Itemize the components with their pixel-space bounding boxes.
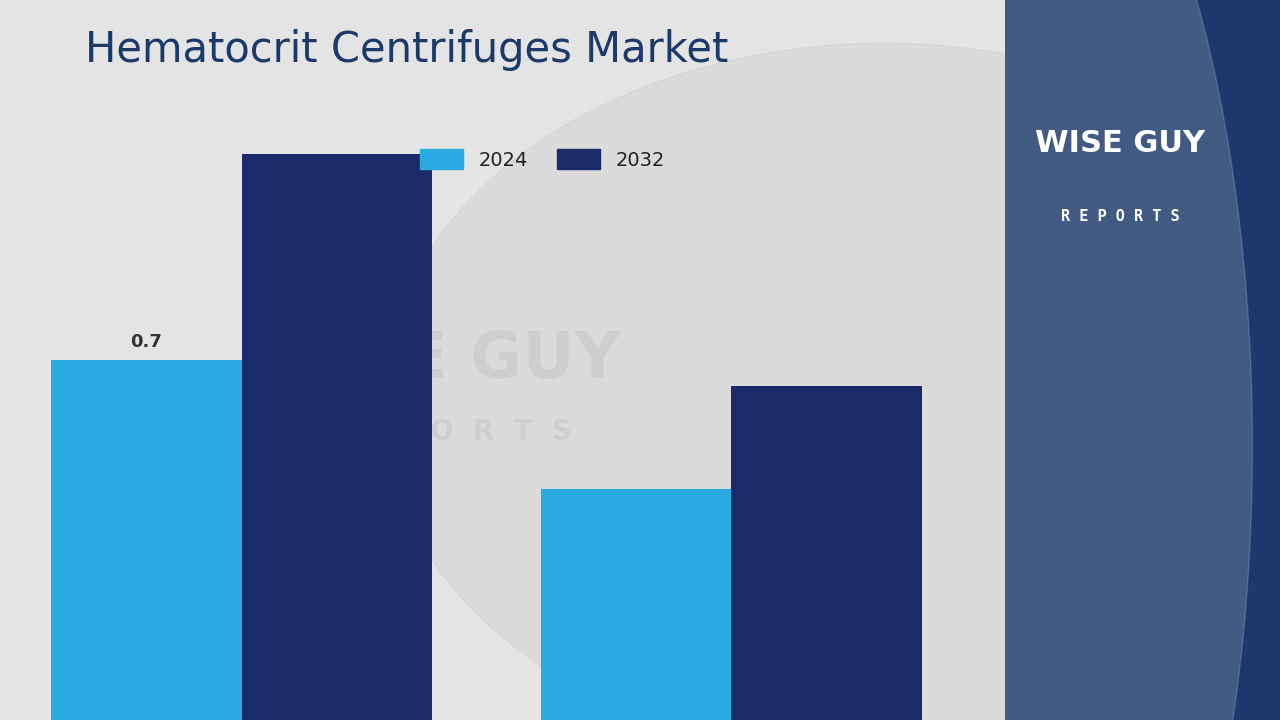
Bar (731, 386, 922, 720)
Text: WISE GUY: WISE GUY (1036, 130, 1206, 158)
Bar (540, 489, 731, 720)
Circle shape (675, 0, 1252, 720)
Text: R E P O R T S: R E P O R T S (1061, 209, 1180, 223)
Circle shape (381, 43, 1280, 720)
Legend: 2024, 2032: 2024, 2032 (411, 140, 675, 179)
Text: Hematocrit Centrifuges Market: Hematocrit Centrifuges Market (86, 30, 728, 71)
Text: R  E  P  O  R  T  S: R E P O R T S (312, 418, 572, 446)
Text: WISE GUY: WISE GUY (264, 329, 621, 391)
Text: 0.7: 0.7 (131, 333, 163, 351)
Bar (242, 154, 433, 720)
Bar (51, 360, 242, 720)
